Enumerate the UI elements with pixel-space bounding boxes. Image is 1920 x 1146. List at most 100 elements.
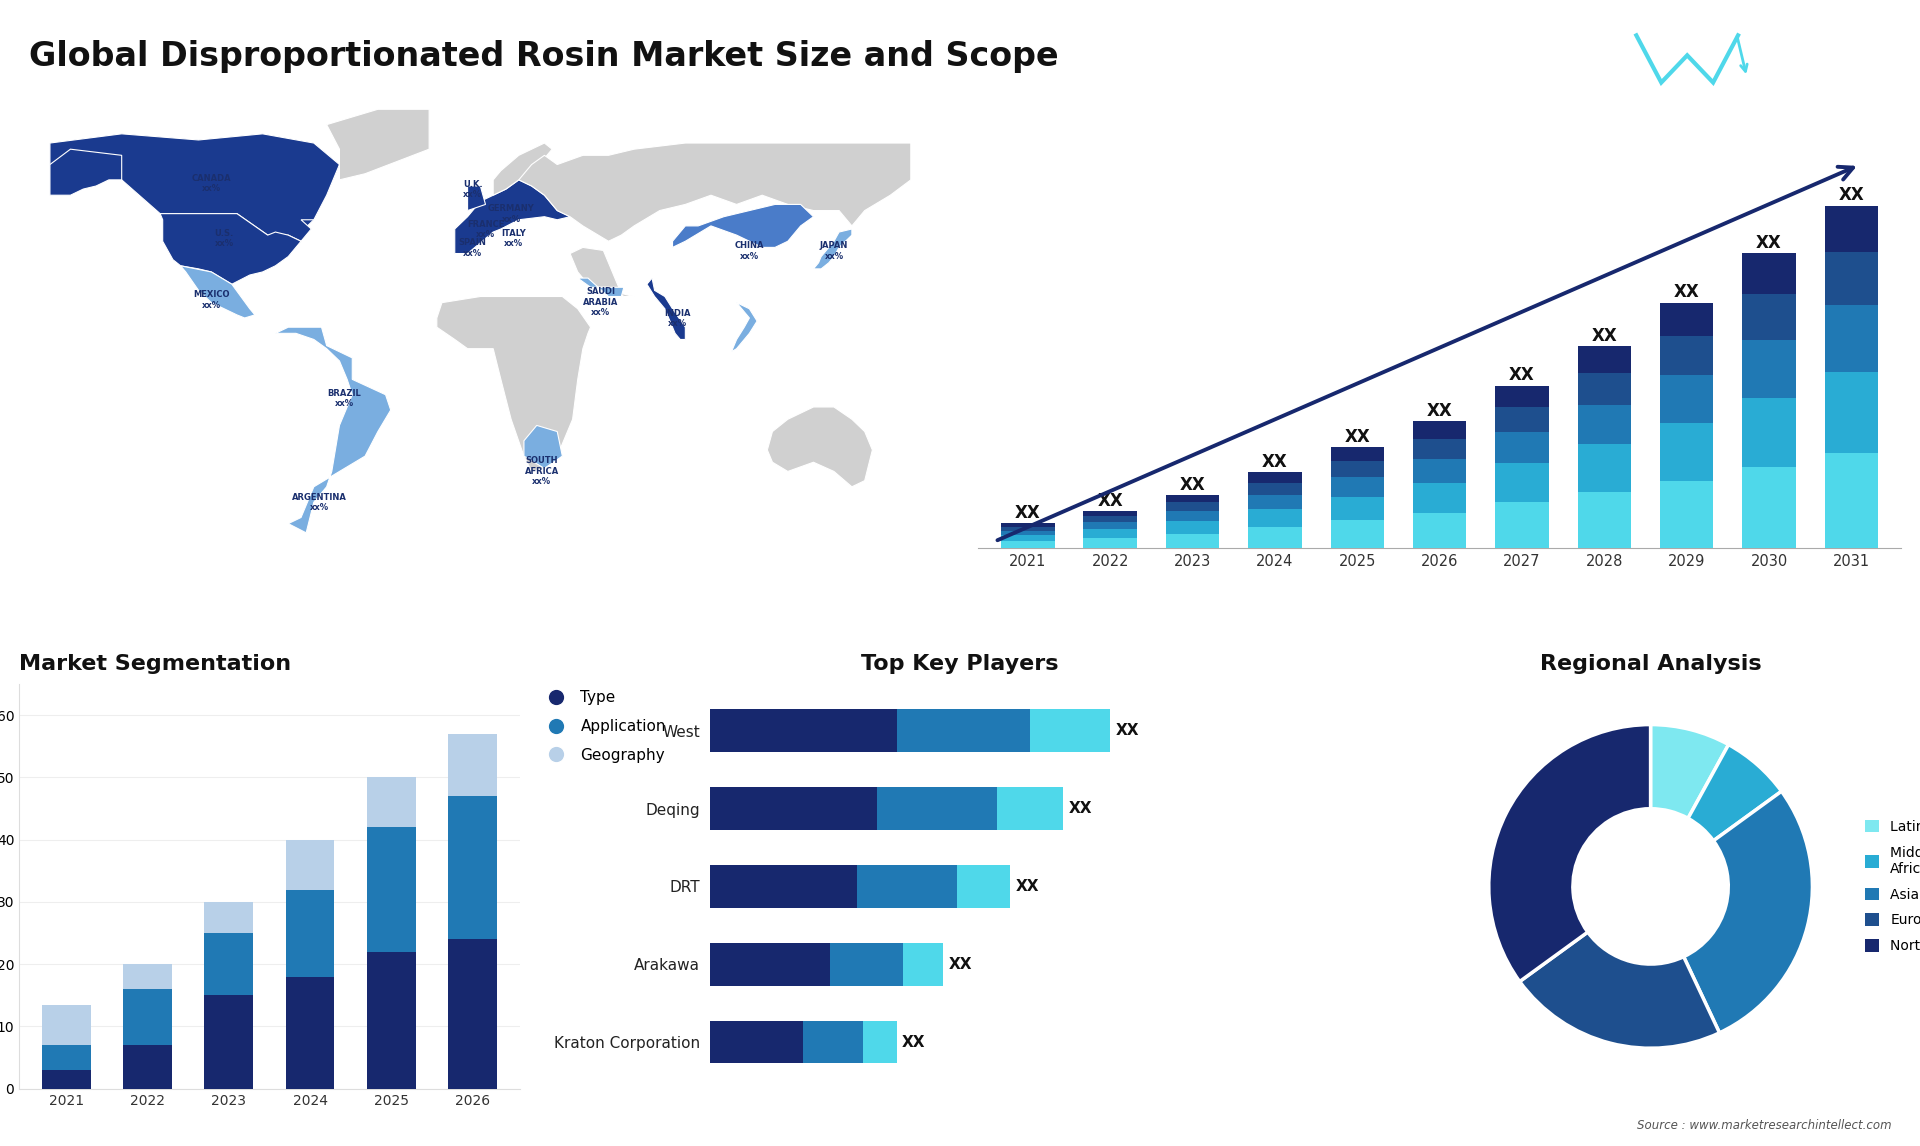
Text: XX: XX	[1016, 879, 1039, 894]
Bar	[1000, 527, 1054, 531]
Text: XX: XX	[1427, 402, 1453, 419]
Bar	[1413, 513, 1467, 548]
Text: XX: XX	[948, 957, 972, 972]
Polygon shape	[672, 204, 814, 248]
Text: XX: XX	[1098, 492, 1123, 510]
Text: Market Segmentation: Market Segmentation	[19, 654, 292, 674]
Bar	[1824, 371, 1878, 453]
Text: MARKET
RESEARCH
INTELLECT: MARKET RESEARCH INTELLECT	[1784, 47, 1841, 85]
Text: XX: XX	[1261, 453, 1288, 471]
Text: FRANCE
xx%: FRANCE xx%	[467, 220, 505, 240]
Bar	[710, 709, 897, 752]
Bar	[447, 733, 497, 796]
Bar	[1496, 407, 1549, 432]
Text: XX: XX	[1116, 723, 1139, 738]
Polygon shape	[732, 303, 756, 352]
Bar	[1496, 386, 1549, 407]
Bar	[710, 787, 877, 830]
Bar	[204, 996, 253, 1089]
Bar	[1000, 531, 1054, 535]
Text: XX: XX	[1016, 504, 1041, 523]
Bar	[1824, 305, 1878, 371]
Wedge shape	[1651, 724, 1728, 818]
Wedge shape	[1488, 724, 1651, 981]
Bar	[1413, 439, 1467, 458]
Text: XX: XX	[1069, 801, 1092, 816]
Text: ITALY
xx%: ITALY xx%	[501, 229, 526, 249]
Wedge shape	[1519, 932, 1720, 1049]
Bar	[447, 940, 497, 1089]
Bar	[286, 840, 334, 889]
Polygon shape	[570, 248, 634, 297]
Bar	[1083, 511, 1137, 517]
Bar	[1413, 458, 1467, 484]
Bar	[710, 1021, 803, 1063]
Bar	[447, 796, 497, 940]
Bar	[1496, 502, 1549, 548]
Bar	[1331, 520, 1384, 548]
Bar	[1331, 447, 1384, 462]
Bar	[877, 787, 996, 830]
Polygon shape	[468, 186, 486, 211]
Bar	[204, 933, 253, 996]
Bar	[710, 865, 856, 908]
Bar	[1165, 495, 1219, 502]
Bar	[1741, 340, 1795, 398]
Wedge shape	[1684, 791, 1812, 1033]
Text: JAPAN
xx%: JAPAN xx%	[820, 242, 849, 260]
Bar	[1083, 517, 1137, 523]
Bar	[123, 989, 173, 1045]
Text: XX: XX	[1344, 427, 1371, 446]
Bar	[1578, 374, 1632, 405]
Bar	[1083, 523, 1137, 529]
Text: XX: XX	[1592, 327, 1617, 345]
Polygon shape	[50, 134, 340, 235]
Bar	[956, 865, 1010, 908]
Bar	[1824, 453, 1878, 548]
Bar	[829, 943, 902, 986]
Bar	[367, 952, 415, 1089]
Wedge shape	[1688, 745, 1782, 841]
Polygon shape	[159, 213, 301, 284]
Bar	[42, 1045, 90, 1070]
Bar	[902, 943, 943, 986]
Text: SOUTH
AFRICA
xx%: SOUTH AFRICA xx%	[524, 456, 559, 486]
Bar	[1824, 206, 1878, 252]
Polygon shape	[493, 143, 553, 195]
Bar	[1331, 496, 1384, 520]
Bar	[1578, 405, 1632, 444]
Polygon shape	[455, 180, 570, 253]
Bar	[1661, 375, 1713, 423]
Bar	[1248, 509, 1302, 527]
Text: Source : www.marketresearchintellect.com: Source : www.marketresearchintellect.com	[1636, 1120, 1891, 1132]
Text: ARGENTINA
xx%: ARGENTINA xx%	[292, 493, 346, 512]
Bar	[1661, 481, 1713, 548]
Bar	[1331, 477, 1384, 496]
Bar	[1413, 421, 1467, 439]
Bar	[1083, 529, 1137, 537]
Polygon shape	[180, 266, 255, 317]
Polygon shape	[576, 278, 624, 297]
Polygon shape	[814, 229, 852, 269]
Bar	[1165, 502, 1219, 511]
Legend: Type, Application, Geography: Type, Application, Geography	[534, 684, 672, 769]
Bar	[1165, 511, 1219, 521]
Bar	[1331, 462, 1384, 477]
Bar	[1824, 252, 1878, 305]
Text: XX: XX	[1179, 476, 1206, 494]
Bar	[1248, 527, 1302, 548]
Bar	[897, 709, 1029, 752]
Text: BRAZIL
xx%: BRAZIL xx%	[328, 388, 361, 408]
Bar	[286, 976, 334, 1089]
Bar	[1578, 444, 1632, 492]
Bar	[1083, 537, 1137, 548]
Bar	[803, 1021, 864, 1063]
Bar	[1578, 346, 1632, 374]
Polygon shape	[326, 109, 430, 180]
Bar	[1248, 495, 1302, 509]
Bar	[1741, 295, 1795, 340]
Text: SAUDI
ARABIA
xx%: SAUDI ARABIA xx%	[584, 288, 618, 317]
Bar	[1248, 482, 1302, 495]
Bar	[856, 865, 956, 908]
Polygon shape	[518, 143, 910, 242]
